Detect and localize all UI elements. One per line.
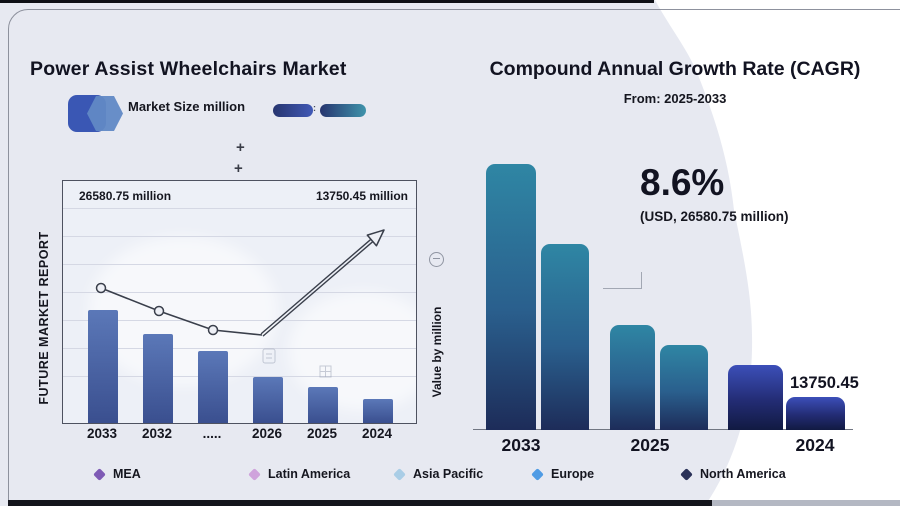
background-blob xyxy=(88,236,278,386)
legend-label: North America xyxy=(700,467,786,481)
bar xyxy=(253,377,283,423)
top-strip xyxy=(0,0,654,3)
legend-item: North America xyxy=(680,467,786,481)
cagr-note: (USD, 26580.75 million) xyxy=(640,209,789,224)
x-axis-tick-label: 2032 xyxy=(141,426,173,441)
bar xyxy=(308,387,338,423)
gridline xyxy=(63,348,416,349)
page-title: Power Assist Wheelchairs Market xyxy=(30,58,347,80)
cagr-title: Compound Annual Growth Rate (CAGR) xyxy=(489,58,861,80)
grid-icon xyxy=(319,365,332,378)
pill-separator: : xyxy=(313,103,316,113)
legend-diamond-icon xyxy=(93,467,106,481)
left-chart: 26580.75 million 13750.45 million xyxy=(62,180,417,424)
bottom-strip xyxy=(8,500,712,506)
gradient-pill-icon xyxy=(320,104,366,117)
x-axis-tick-label: ..... xyxy=(202,426,222,441)
gradient-pill-icon xyxy=(273,104,313,117)
x-axis-tick-label: 2025 xyxy=(306,426,338,441)
end-value-annotation: 13750.45 million xyxy=(315,189,408,203)
legend-label: MEA xyxy=(113,467,141,481)
x-axis-tick-label: 2024 xyxy=(361,426,393,441)
x-axis-tick-label: 2033 xyxy=(86,426,118,441)
legend-item: Latin America xyxy=(248,467,351,481)
bottom-strip-right xyxy=(712,500,900,506)
legend-item: Asia Pacific xyxy=(393,467,484,481)
legend-diamond-icon xyxy=(393,467,406,481)
start-value-annotation: 26580.75 million xyxy=(79,189,172,203)
legend-diamond-icon xyxy=(248,467,261,481)
bar xyxy=(88,310,118,423)
gridline xyxy=(63,208,416,209)
legend-diamond-icon xyxy=(680,467,693,481)
gridline xyxy=(63,376,416,377)
cagr-value: 8.6% xyxy=(640,162,725,203)
panel-border xyxy=(8,9,900,506)
legend-diamond-icon xyxy=(531,467,544,481)
bar xyxy=(198,351,228,423)
x-axis-tick-label: 2026 xyxy=(251,426,283,441)
legend-label: Asia Pacific xyxy=(413,467,484,481)
circle-minus-icon xyxy=(429,252,444,267)
brand-logo-icon xyxy=(68,95,124,132)
bar xyxy=(363,399,393,423)
legend-label: Europe xyxy=(551,467,595,481)
legend-item: Europe xyxy=(531,467,595,481)
gridline xyxy=(63,236,416,237)
corner-bracket-decoration xyxy=(603,272,642,289)
plus-mark-icon: + xyxy=(236,139,245,156)
legend-label: Latin America xyxy=(268,467,351,481)
gridline xyxy=(63,292,416,293)
left-chart-plot xyxy=(63,181,416,423)
series-label: Market Size million xyxy=(128,99,246,114)
clipboard-icon xyxy=(262,348,276,364)
plus-mark-icon: + xyxy=(234,160,243,177)
gridline xyxy=(63,264,416,265)
gridline xyxy=(63,320,416,321)
left-chart-xlabels: 2033 2032..... 2026 2025 2024 xyxy=(62,426,415,444)
legend-item: MEA xyxy=(93,467,141,481)
trend-line-arrow xyxy=(95,229,385,337)
cagr-subtitle: From: 2025-2033 xyxy=(623,91,727,106)
logo-hexagon-shape xyxy=(87,96,123,131)
bar xyxy=(143,334,173,423)
